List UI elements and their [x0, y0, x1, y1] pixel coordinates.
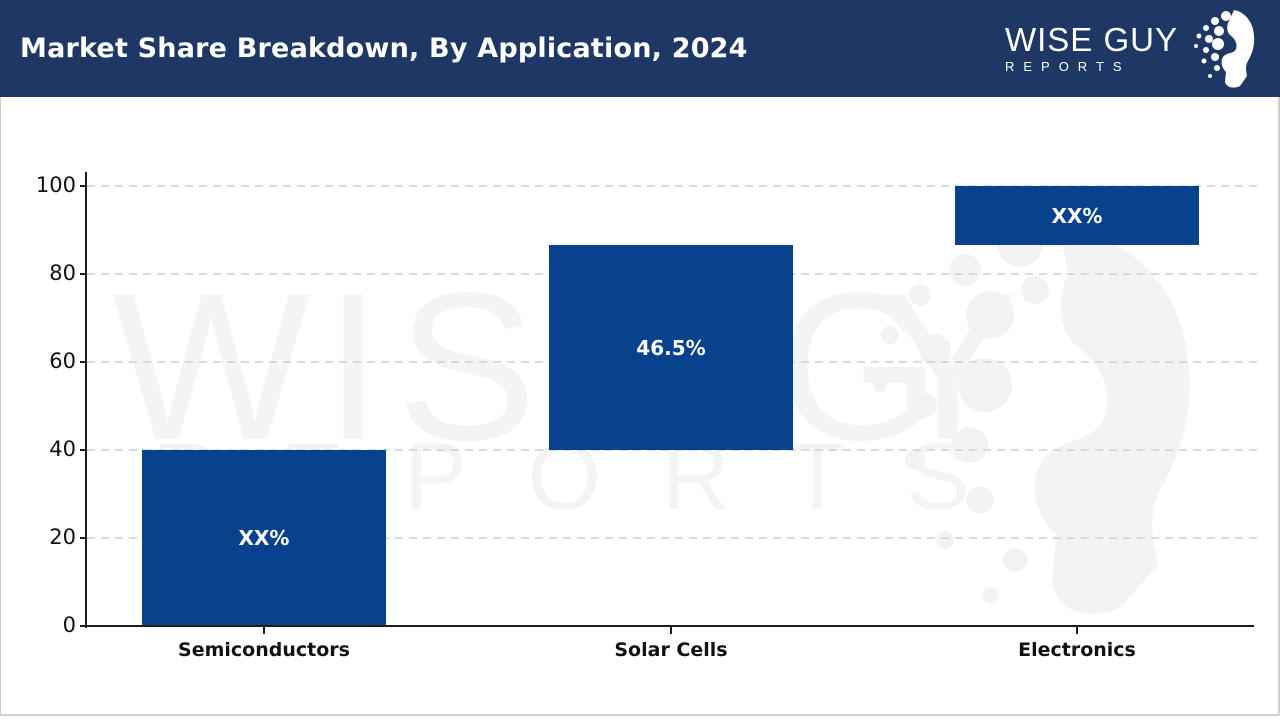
y-tick-mark: [80, 625, 87, 627]
bar-semiconductors: XX%: [142, 450, 386, 626]
y-tick-mark: [80, 449, 87, 451]
bar-value-label: 46.5%: [636, 335, 706, 360]
y-tick-label: 100: [35, 173, 76, 197]
y-tick-label: 0: [62, 613, 76, 637]
y-gridline: [87, 537, 1262, 539]
bar-value-label: XX%: [1051, 203, 1103, 228]
y-tick-mark: [80, 185, 87, 187]
y-gridline: [87, 185, 1262, 187]
x-tick-mark: [1076, 627, 1078, 634]
y-tick-mark: [80, 273, 87, 275]
y-tick-label: 20: [49, 525, 76, 549]
x-tick-mark: [263, 627, 265, 634]
y-tick-label: 60: [49, 349, 76, 373]
bar-solar-cells: 46.5%: [549, 245, 793, 450]
y-gridline: [87, 449, 1262, 451]
x-category-label: Electronics: [1018, 639, 1136, 661]
header-bar: Market Share Breakdown, By Application, …: [0, 0, 1280, 97]
page-border-right: [1278, 97, 1280, 716]
y-tick-label: 80: [49, 261, 76, 285]
brand-head-icon: [1194, 9, 1255, 88]
brand-logo: WISE GUY REPORTS: [1005, 8, 1256, 90]
y-axis-line: [85, 172, 87, 628]
x-tick-mark: [670, 627, 672, 634]
brand-subtitle: REPORTS: [1004, 59, 1131, 74]
page-border-left: [0, 97, 1, 716]
watermark-head-icon: [873, 223, 1190, 614]
page-title: Market Share Breakdown, By Application, …: [20, 33, 748, 64]
brand-logo-text: WISE GUY REPORTS: [1005, 23, 1178, 74]
x-category-label: Solar Cells: [614, 639, 728, 661]
watermark-text: WISE G: [112, 249, 955, 484]
brand-name: WISE GUY: [1004, 21, 1178, 58]
x-category-label: Semiconductors: [178, 639, 350, 661]
x-axis-line: [85, 625, 1254, 627]
y-tick-mark: [80, 537, 87, 539]
bar-electronics: XX%: [955, 186, 1199, 246]
bar-value-label: XX%: [238, 526, 290, 550]
y-tick-label: 40: [49, 437, 76, 461]
y-tick-mark: [80, 361, 87, 363]
page-border-bottom: [0, 714, 1280, 716]
